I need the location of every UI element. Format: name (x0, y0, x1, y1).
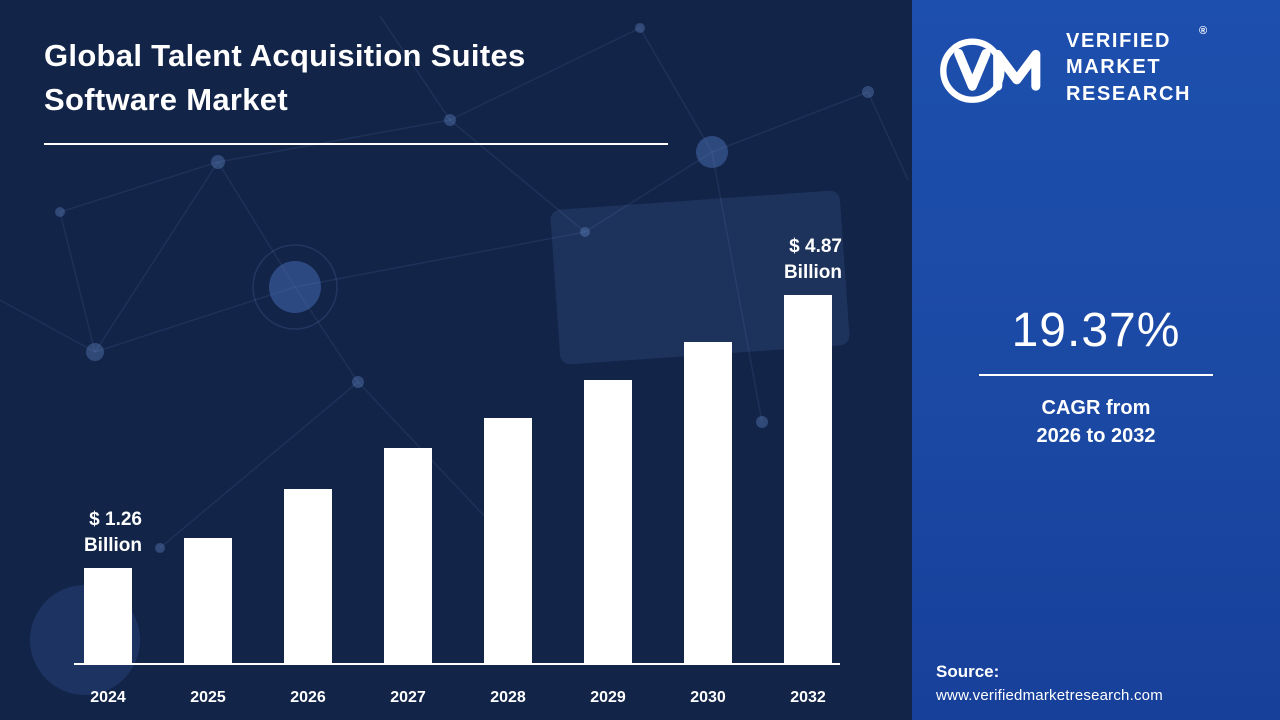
x-tick-2029: 2029 (590, 689, 626, 706)
bar-value-label-2032: $ 4.87 Billion (783, 235, 842, 284)
bar-2030 (684, 342, 732, 663)
background-network-decoration (0, 15, 909, 695)
cagr-label-line1: CAGR from (1041, 397, 1151, 419)
cagr-label-line2: 2026 to 2032 (1036, 425, 1156, 447)
brand-line-market: MARKET (1066, 56, 1162, 79)
page-title-line2: Software Market (44, 82, 288, 118)
x-tick-2025: 2025 (190, 689, 226, 706)
x-tick-2024: 2024 (90, 689, 126, 706)
bar-2027 (384, 448, 432, 663)
vmr-logo-icon (936, 29, 1054, 107)
bar-rect-2028 (484, 418, 532, 663)
bar-rect-2027 (384, 448, 432, 663)
cagr-value: 19.37% (1011, 304, 1181, 357)
source-label: Source: (936, 662, 1000, 681)
info-sidebar: ® VERIFIED MARKET RESEARCH 19.37% CAGR f… (912, 0, 1280, 720)
bar-rect-2029 (584, 380, 632, 663)
x-axis-labels: 2024 2025 2026 2027 2028 2029 2030 2032 (84, 689, 832, 707)
x-tick-2032: 2032 (790, 689, 826, 706)
brand-line-research: RESEARCH (1066, 82, 1192, 105)
x-axis-line (74, 663, 840, 665)
bar-rect-2024: $ 1.26 Billion (84, 509, 142, 663)
source-block: Source: www.verifiedmarketresearch.com (936, 662, 1163, 704)
brand-logo: ® VERIFIED MARKET RESEARCH (936, 25, 1266, 107)
bar-2032: $ 4.87 Billion (784, 236, 842, 663)
chart-panel: Global Talent Acquisition Suites Softwar… (0, 15, 909, 720)
bar-rect-2032: $ 4.87 Billion (784, 236, 842, 663)
bar-rect-2025 (184, 538, 232, 663)
bar-value-label-2024: $ 1.26 Billion (83, 508, 142, 557)
brand-line-verified: VERIFIED (1066, 30, 1172, 52)
bar-2028 (484, 418, 532, 663)
page-title: Global Talent Acquisition Suites Softwar… (44, 34, 744, 122)
x-tick-2030: 2030 (690, 689, 726, 706)
bar-2025 (184, 538, 232, 663)
market-bar-chart: $ 1.26 Billion $ 4.87 Billion 2024 2025 2026 2… (74, 40, 842, 720)
bar-2029 (584, 380, 632, 663)
bar-rect-2026 (284, 489, 332, 663)
bar-rect-2030 (684, 342, 732, 663)
bar-2024: $ 1.26 Billion (84, 509, 142, 663)
source-url: www.verifiedmarketresearch.com (936, 687, 1163, 704)
x-tick-2028: 2028 (490, 689, 526, 706)
cagr-block: 19.37% CAGR from 2026 to 2032 (912, 303, 1280, 450)
page-title-line1: Global Talent Acquisition Suites (44, 38, 526, 73)
cagr-underline (979, 374, 1213, 376)
title-underline (44, 143, 668, 145)
bar-2026 (284, 489, 332, 663)
registered-mark: ® (1198, 25, 1208, 37)
bars-container: $ 1.26 Billion $ 4.87 Billion (84, 236, 842, 663)
cagr-label: CAGR from 2026 to 2032 (912, 394, 1280, 450)
x-tick-2026: 2026 (290, 689, 326, 706)
x-tick-2027: 2027 (390, 689, 426, 706)
brand-wordmark: ® VERIFIED MARKET RESEARCH (1066, 25, 1207, 107)
